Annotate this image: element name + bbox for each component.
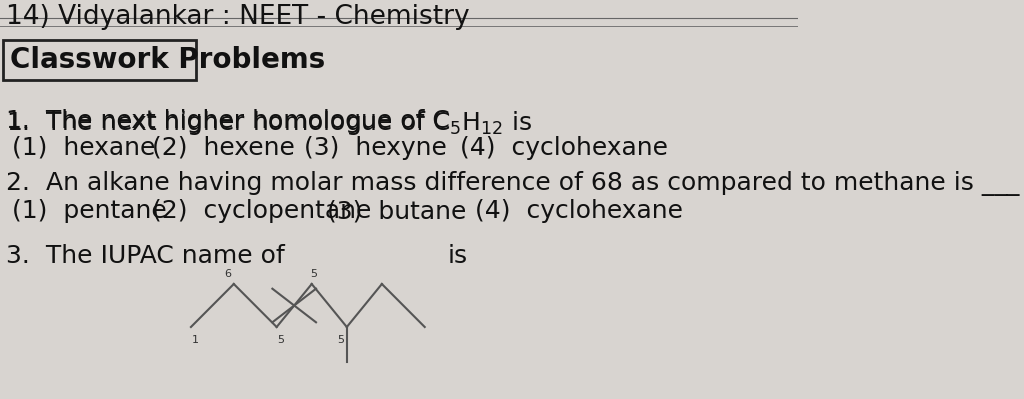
Text: is: is bbox=[449, 244, 468, 268]
Text: 2.  An alkane having molar mass difference of 68 as compared to methane is ___: 2. An alkane having molar mass differenc… bbox=[6, 171, 1020, 196]
Text: (4)  cyclohexane: (4) cyclohexane bbox=[460, 136, 668, 160]
FancyBboxPatch shape bbox=[3, 40, 196, 80]
Text: 14) Vidyalankar : NEET - Chemistry: 14) Vidyalankar : NEET - Chemistry bbox=[6, 4, 470, 30]
Text: Classwork Problems: Classwork Problems bbox=[10, 46, 326, 74]
Text: 1.  The next higher homologue of $\mathregular{C_5H_{12}}$ is: 1. The next higher homologue of $\mathre… bbox=[6, 109, 532, 137]
Text: (2)  cyclopentane: (2) cyclopentane bbox=[152, 199, 372, 223]
Text: (3)  hexyne: (3) hexyne bbox=[304, 136, 446, 160]
Text: 1: 1 bbox=[191, 335, 199, 345]
Text: 5: 5 bbox=[310, 269, 316, 279]
Text: 3.  The IUPAC name of: 3. The IUPAC name of bbox=[6, 244, 285, 268]
Text: 6: 6 bbox=[224, 269, 231, 279]
Text: (2)  hexene: (2) hexene bbox=[152, 136, 295, 160]
Text: 5: 5 bbox=[337, 335, 344, 345]
Text: (1)  hexane: (1) hexane bbox=[11, 136, 155, 160]
Text: 1.  The next higher homologue of C: 1. The next higher homologue of C bbox=[6, 109, 450, 133]
Text: 5: 5 bbox=[278, 335, 284, 345]
Text: (3)  butane: (3) butane bbox=[328, 199, 467, 223]
Text: (4)  cyclohexane: (4) cyclohexane bbox=[475, 199, 683, 223]
Text: (1)  pentane: (1) pentane bbox=[11, 199, 167, 223]
